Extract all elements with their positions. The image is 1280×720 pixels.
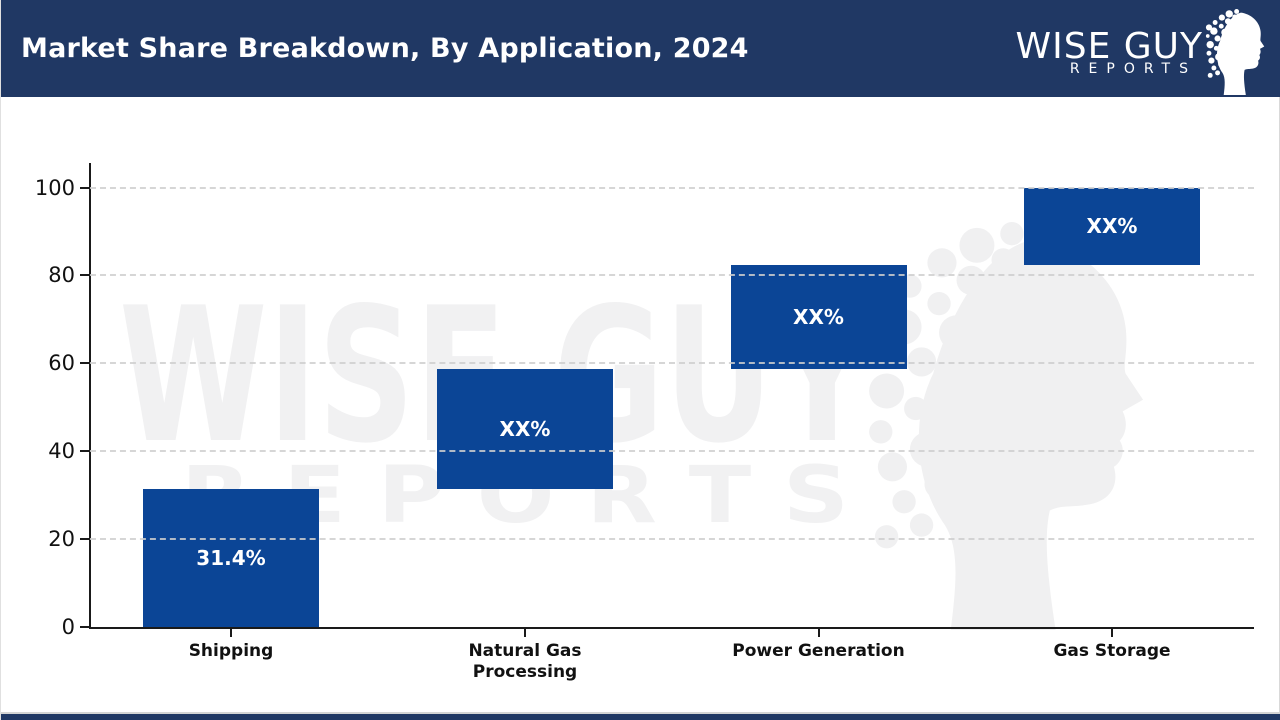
logo-head-icon xyxy=(1205,9,1265,95)
x-tick xyxy=(817,629,820,637)
y-tick-label: 40 xyxy=(48,439,75,464)
logo-subtitle: REPORTS xyxy=(1069,61,1197,77)
y-tick-label: 80 xyxy=(48,263,75,288)
bar-label: 31.4% xyxy=(196,546,266,570)
bar-natural-gas-processing xyxy=(437,368,613,490)
y-axis xyxy=(89,163,91,629)
gridline-20 xyxy=(90,538,1254,541)
watermark-head-icon xyxy=(866,222,1144,630)
bar-label: XX% xyxy=(499,416,551,441)
y-tick xyxy=(80,186,89,189)
x-tick xyxy=(230,629,232,637)
brand-logo: WISE GUY REPORTS xyxy=(1015,4,1269,95)
x-tick xyxy=(524,629,526,637)
header-band: Market Share Breakdown, By Application, … xyxy=(1,0,1280,97)
y-tick-label: 100 xyxy=(34,175,75,200)
gridline-100 xyxy=(90,186,1254,189)
footer-band xyxy=(1,714,1280,720)
gridline-40 xyxy=(90,450,1254,453)
bar-label: XX% xyxy=(1086,214,1138,239)
x-tick-label-1: Shipping xyxy=(188,641,274,661)
y-tick xyxy=(80,538,89,541)
y-tick-label: 60 xyxy=(48,351,75,376)
chart-title: Market Share Breakdown, By Application, … xyxy=(21,33,749,64)
y-tick-label: 0 xyxy=(61,615,75,639)
y-tick xyxy=(80,274,89,277)
footer-rule xyxy=(1,712,1280,714)
y-tick xyxy=(80,450,89,453)
y-tick xyxy=(80,626,89,628)
bar-label: XX% xyxy=(793,304,844,329)
x-tick xyxy=(1111,629,1113,637)
y-tick-label: 20 xyxy=(48,527,75,552)
y-tick xyxy=(80,362,89,365)
x-axis xyxy=(89,627,1254,629)
bar-shipping xyxy=(143,489,319,627)
x-tick-label-4: Gas Storage xyxy=(1053,641,1171,661)
x-tick-label-3: Power Generation xyxy=(732,641,905,661)
gridline-80 xyxy=(90,274,1254,277)
x-tick-label-2: Natural Gas Processing xyxy=(468,641,582,682)
logo-wordmark: WISE GUY xyxy=(1015,26,1203,67)
gridline-60 xyxy=(90,362,1254,365)
